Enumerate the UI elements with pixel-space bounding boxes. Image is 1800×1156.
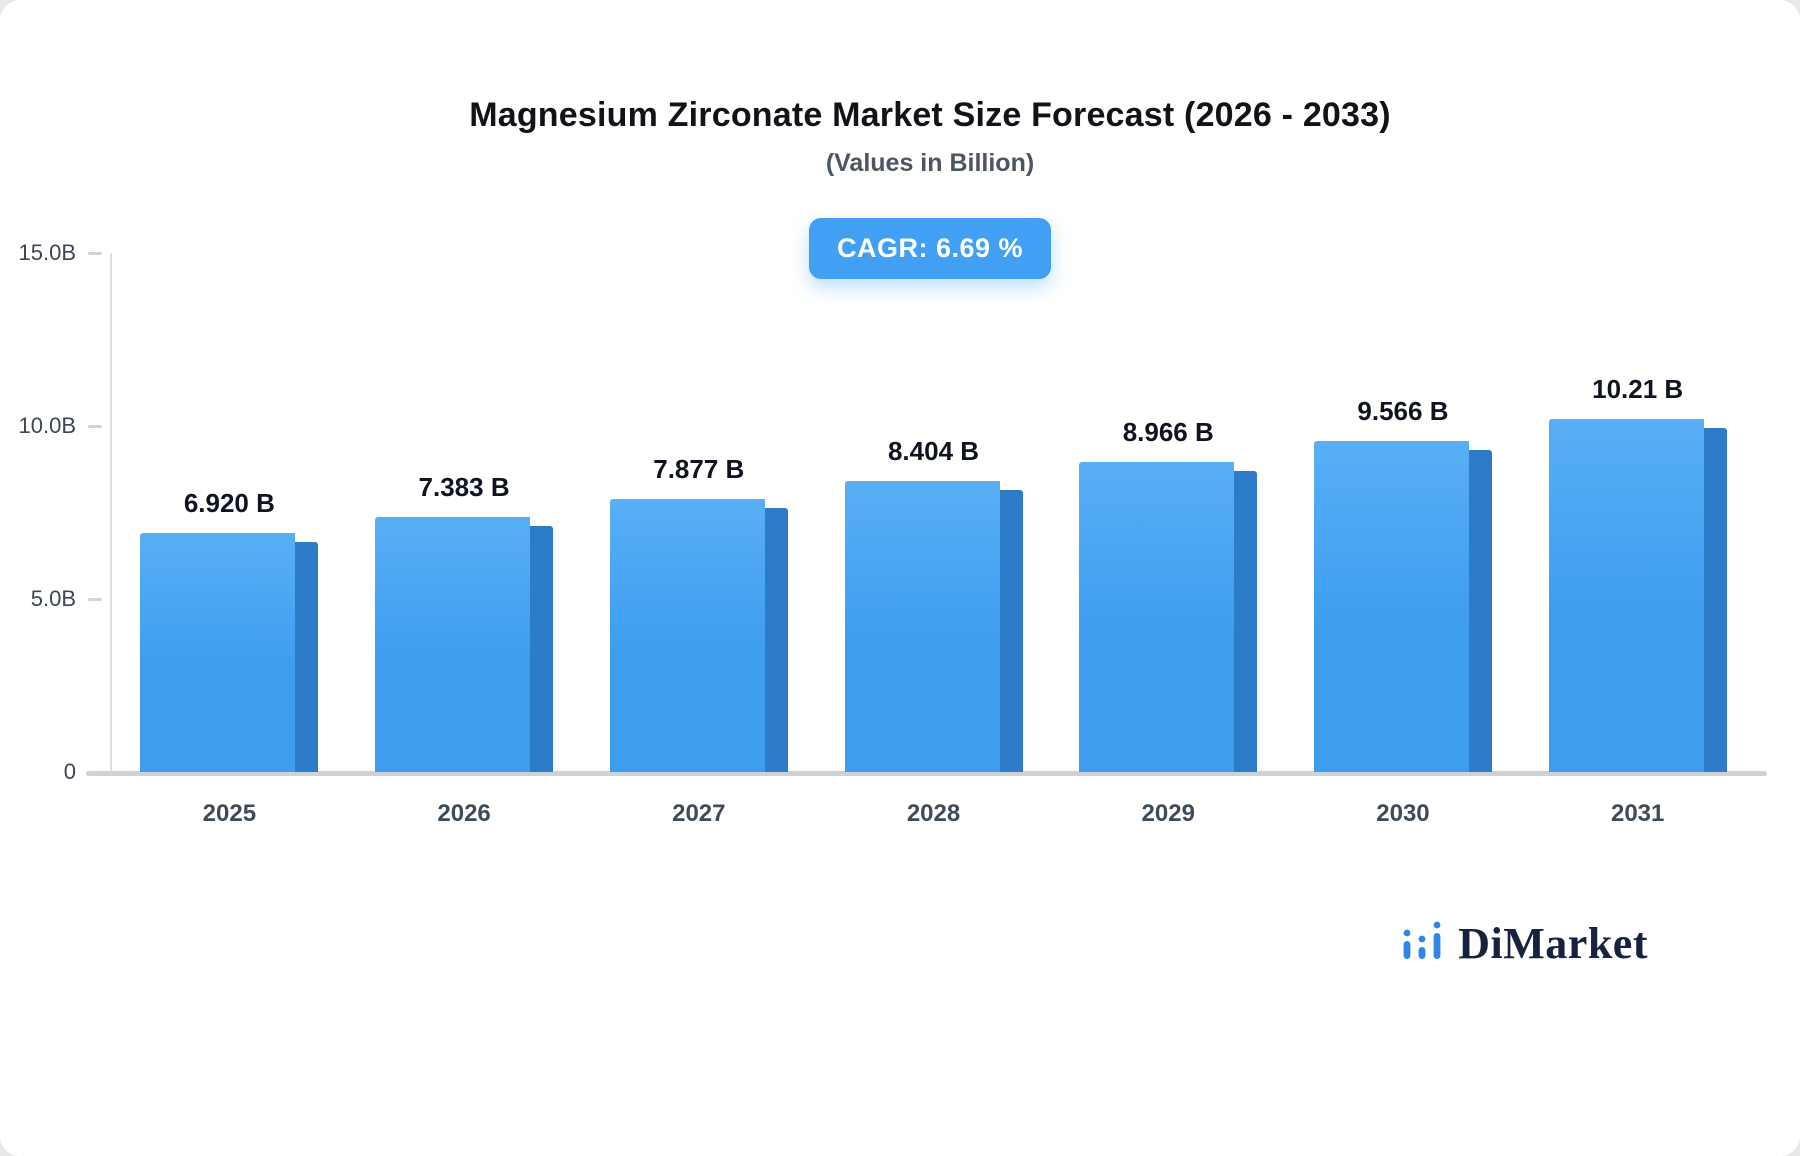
bar-side-shade xyxy=(1703,427,1727,772)
bar-slot: 10.21 B 2031 xyxy=(1520,253,1755,827)
bar-value-label: 7.383 B xyxy=(418,471,510,502)
bar-slot: 8.966 B 2029 xyxy=(1051,253,1286,827)
brand-logo-text: DiMarket xyxy=(1458,919,1648,968)
bar-value-label: 8.404 B xyxy=(887,436,980,467)
bar-2029: 8.966 B xyxy=(1079,417,1258,772)
bar-face xyxy=(609,499,765,772)
x-axis-baseline xyxy=(86,771,1767,776)
bars-container: 6.920 B 2025 7.383 B 2026 7.877 B 2027 8.404 B… xyxy=(112,253,1755,827)
bar-value-label: 9.566 B xyxy=(1357,396,1449,427)
bar-slot: 9.566 B 2030 xyxy=(1286,253,1521,827)
y-axis-line xyxy=(110,253,112,774)
bar-2027: 7.877 B xyxy=(609,454,788,772)
bar-face xyxy=(844,481,1000,772)
chart-subtitle: (Values in Billion) xyxy=(825,149,1035,177)
x-axis-label: 2029 xyxy=(1141,800,1195,827)
chart-header: Magnesium Zirconate Market Size Forecast… xyxy=(60,0,1800,279)
x-axis-label: 2026 xyxy=(437,800,491,827)
bar-value-label: 10.21 B xyxy=(1592,373,1684,404)
bar-value-label: 6.920 B xyxy=(183,487,275,518)
plot-area: 0 5.0B 10.0B 15.0B 6.920 B 2025 7.383 B 2026 7.… xyxy=(19,240,1767,827)
bar-value-label: 7.877 B xyxy=(653,454,745,485)
bar-face xyxy=(1548,418,1704,772)
x-axis-label: 2028 xyxy=(906,800,961,827)
y-tick-mark xyxy=(88,252,102,255)
y-tick-label: 0 xyxy=(63,759,76,784)
bar-side-shade xyxy=(295,541,319,772)
bar-2028: 8.404 B xyxy=(844,436,1023,772)
y-tick-mark xyxy=(88,425,102,428)
bar-side-shade xyxy=(1234,470,1258,772)
y-tick-mark xyxy=(88,598,102,601)
x-axis-label: 2027 xyxy=(672,800,726,827)
bar-2031: 10.21 B xyxy=(1548,374,1727,772)
bar-slot: 7.383 B 2026 xyxy=(347,253,582,827)
x-axis-label: 2025 xyxy=(202,800,257,827)
bar-face xyxy=(375,516,531,772)
bar-side-shade xyxy=(530,525,554,772)
bar-2026: 7.383 B xyxy=(375,472,554,772)
cagr-badge: CAGR: 6.69 % xyxy=(808,218,1052,279)
bar-face xyxy=(140,532,296,772)
bar-2030: 9.566 B xyxy=(1313,396,1492,772)
y-tick-label: 15.0B xyxy=(18,240,77,265)
y-tick-label: 5.0B xyxy=(30,586,76,611)
bar-side-shade xyxy=(1468,450,1492,772)
bar-chart-icon xyxy=(1398,917,1446,970)
bar-slot: 8.404 B 2028 xyxy=(816,253,1051,827)
bar-side-shade xyxy=(764,508,788,772)
bar-side-shade xyxy=(999,490,1023,772)
bar-face xyxy=(1079,461,1235,772)
x-axis-label: 2031 xyxy=(1610,800,1665,827)
x-axis-label: 2030 xyxy=(1376,800,1430,827)
bar-2025: 6.920 B xyxy=(140,488,319,772)
bar-value-label: 8.966 B xyxy=(1122,416,1214,447)
bar-slot: 7.877 B 2027 xyxy=(581,253,816,827)
bar-slot: 6.920 B 2025 xyxy=(112,253,347,827)
y-tick-mark xyxy=(88,771,102,774)
brand-logo: DiMarket xyxy=(1398,917,1648,970)
y-tick-label: 10.0B xyxy=(18,413,77,438)
chart-title: Magnesium Zirconate Market Size Forecast… xyxy=(469,96,1391,134)
bar-face xyxy=(1313,441,1469,772)
